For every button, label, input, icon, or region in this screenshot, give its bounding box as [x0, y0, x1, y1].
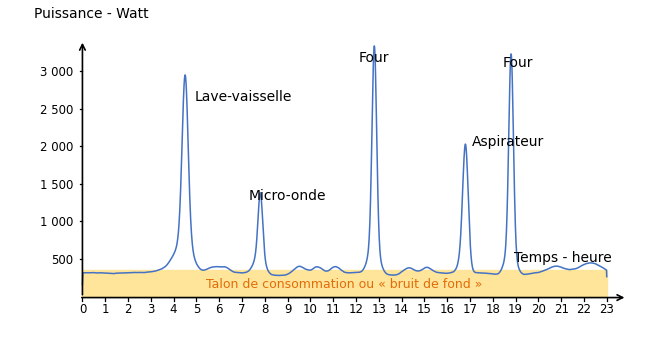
Text: Temps - heure: Temps - heure [513, 251, 611, 265]
Text: Talon de consommation ou « bruit de fond »: Talon de consommation ou « bruit de fond… [206, 278, 483, 291]
Text: Puissance - Watt: Puissance - Watt [34, 7, 149, 21]
Text: Four: Four [502, 56, 533, 70]
Text: Lave-vaisselle: Lave-vaisselle [194, 90, 291, 104]
Text: Aspirateur: Aspirateur [472, 135, 545, 149]
Text: Four: Four [359, 52, 389, 65]
Text: Micro-onde: Micro-onde [249, 189, 326, 203]
